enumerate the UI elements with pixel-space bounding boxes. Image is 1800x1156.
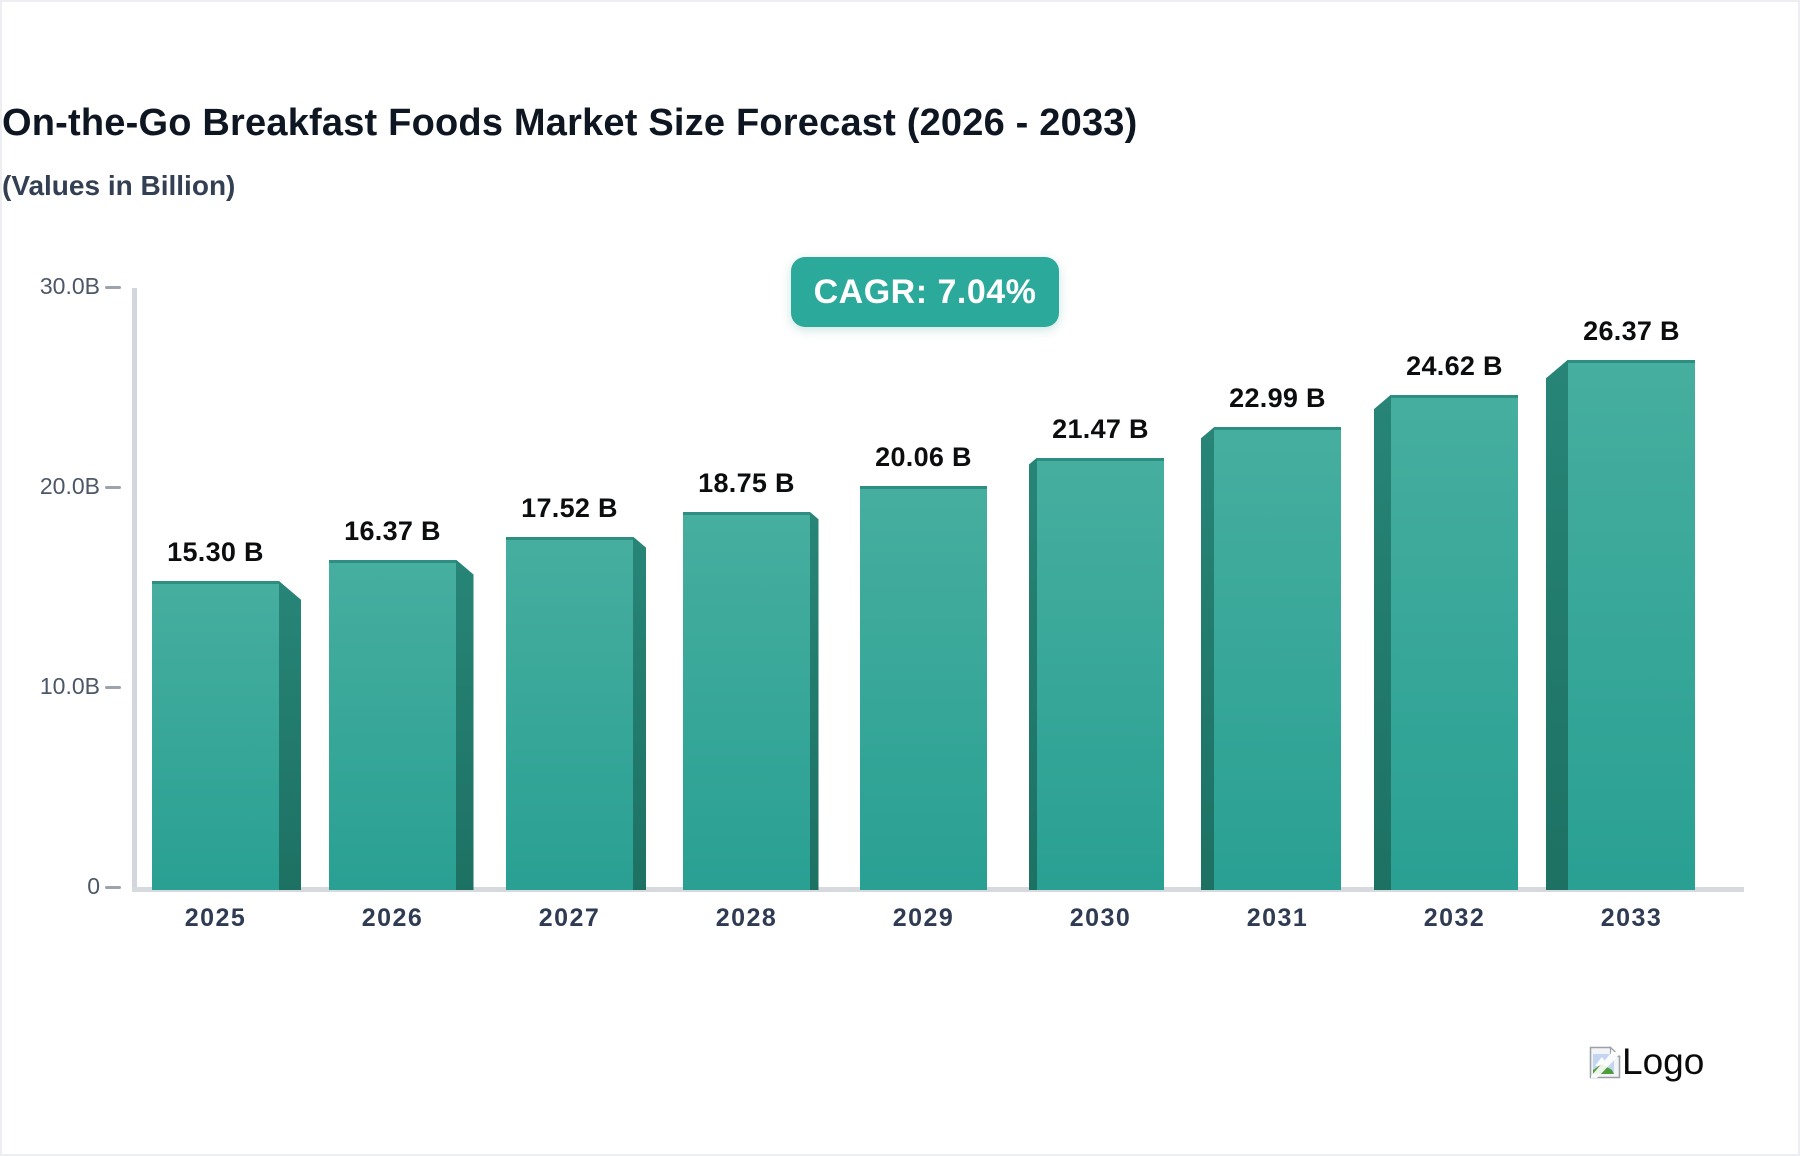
y-tick-dash [105,486,121,489]
bar-value-label: 22.99 B [1229,383,1326,414]
x-tick-label: 2030 [1069,904,1132,932]
bar-2026[interactable] [329,559,456,890]
y-axis-line [132,288,137,892]
bar-value-label: 26.37 B [1583,315,1680,346]
y-tick-dash [105,286,121,289]
chart-subtitle: (Values in Billion) [2,170,236,201]
y-tick-label: 30.0B [39,273,100,299]
bar-side-panel [633,536,646,890]
x-tick-label: 2028 [715,904,778,932]
y-tick-dash [105,686,121,689]
y-tick-label: 0 [87,873,100,899]
x-tick-label: 2033 [1600,904,1663,932]
bar-side-panel [456,559,474,890]
y-tick-label: 20.0B [39,473,100,499]
bar-value-label: 16.37 B [344,515,441,546]
bar-2028[interactable] [683,512,810,890]
bar-2033[interactable] [1568,359,1695,890]
bar-side-panel [1201,427,1214,890]
bar-2025[interactable] [152,581,279,890]
x-tick-label: 2026 [361,904,424,932]
bar-value-label: 20.06 B [875,441,972,472]
x-tick-label: 2025 [184,904,247,932]
bar-value-label: 21.47 B [1052,413,1149,444]
cagr-badge: CAGR: 7.04% [791,257,1059,327]
x-tick-label: 2032 [1423,904,1486,932]
bar-side-panel [1028,457,1037,890]
y-tick-label: 10.0B [39,673,100,699]
bar-2032[interactable] [1391,394,1518,890]
y-tick-dash [105,886,121,889]
bar-2029[interactable] [860,485,987,890]
x-tick-label: 2029 [892,904,955,932]
logo: Logo [1588,1040,1704,1084]
bar-value-label: 17.52 B [521,492,618,523]
x-tick-label: 2031 [1246,904,1309,932]
bar-value-label: 15.30 B [167,537,264,567]
bar-side-panel [279,581,301,890]
bar-value-label: 18.75 B [698,468,795,498]
x-tick-label: 2027 [538,904,601,932]
broken-image-icon [1589,1046,1621,1079]
bar-2031[interactable] [1214,427,1341,890]
chart-title: On-the-Go Breakfast Foods Market Size Fo… [2,102,1138,144]
bar-side-panel [1546,359,1568,890]
bar-side-panel [1373,394,1391,890]
bar-side-panel [810,512,819,890]
bar-2030[interactable] [1037,457,1164,890]
bar-2027[interactable] [506,536,633,890]
logo-alt-text: Logo [1622,1041,1705,1082]
bar-value-label: 24.62 B [1406,350,1503,381]
